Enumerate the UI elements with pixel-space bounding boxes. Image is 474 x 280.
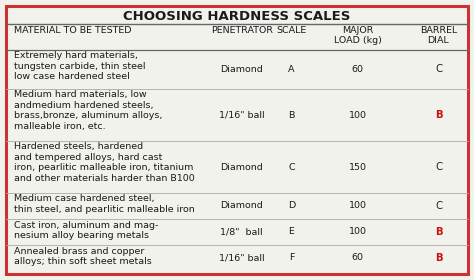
Text: 1/16" ball: 1/16" ball: [219, 111, 264, 120]
Text: PENETRATOR: PENETRATOR: [211, 26, 273, 35]
Text: C: C: [435, 201, 442, 211]
Text: BARREL
DIAL: BARREL DIAL: [420, 26, 457, 45]
Text: 100: 100: [349, 202, 367, 211]
Text: Extremely hard materials,
tungsten carbide, thin steel
low case hardened steel: Extremely hard materials, tungsten carbi…: [14, 52, 146, 81]
Text: C: C: [435, 64, 442, 74]
Text: Medium case hardened steel,
thin steel, and pearlitic malleable iron: Medium case hardened steel, thin steel, …: [14, 195, 195, 214]
Text: 100: 100: [349, 111, 367, 120]
Text: C: C: [288, 162, 295, 171]
Text: SCALE: SCALE: [276, 26, 307, 35]
Text: C: C: [435, 162, 442, 172]
Text: Diamond: Diamond: [220, 162, 263, 171]
Text: 1/16" ball: 1/16" ball: [219, 253, 264, 263]
Text: E: E: [289, 227, 294, 237]
Text: Diamond: Diamond: [220, 202, 263, 211]
Text: B: B: [435, 227, 442, 237]
Text: F: F: [289, 253, 294, 263]
Text: Cast iron, aluminum and mag-
nesium alloy bearing metals: Cast iron, aluminum and mag- nesium allo…: [14, 221, 158, 240]
Text: B: B: [435, 110, 442, 120]
Text: 150: 150: [349, 162, 367, 171]
Text: MATERIAL TO BE TESTED: MATERIAL TO BE TESTED: [14, 26, 131, 35]
Text: Diamond: Diamond: [220, 65, 263, 74]
Text: 60: 60: [352, 253, 364, 263]
Text: 60: 60: [352, 65, 364, 74]
Text: MAJOR
LOAD (kg): MAJOR LOAD (kg): [334, 26, 382, 45]
Text: D: D: [288, 202, 295, 211]
Text: A: A: [288, 65, 295, 74]
Text: Medium hard materials, low
andmedium hardened steels,
brass,bronze, aluminum all: Medium hard materials, low andmedium har…: [14, 90, 162, 131]
Text: Annealed brass and copper
alloys; thin soft sheet metals: Annealed brass and copper alloys; thin s…: [14, 246, 152, 266]
Text: B: B: [288, 111, 295, 120]
Text: 1/8"  ball: 1/8" ball: [220, 227, 263, 237]
Text: CHOOSING HARDNESS SCALES: CHOOSING HARDNESS SCALES: [123, 10, 351, 23]
Text: B: B: [435, 253, 442, 263]
Text: 100: 100: [349, 227, 367, 237]
Text: Hardened steels, hardened
and tempered alloys, hard cast
iron, pearlitic malleab: Hardened steels, hardened and tempered a…: [14, 143, 195, 183]
